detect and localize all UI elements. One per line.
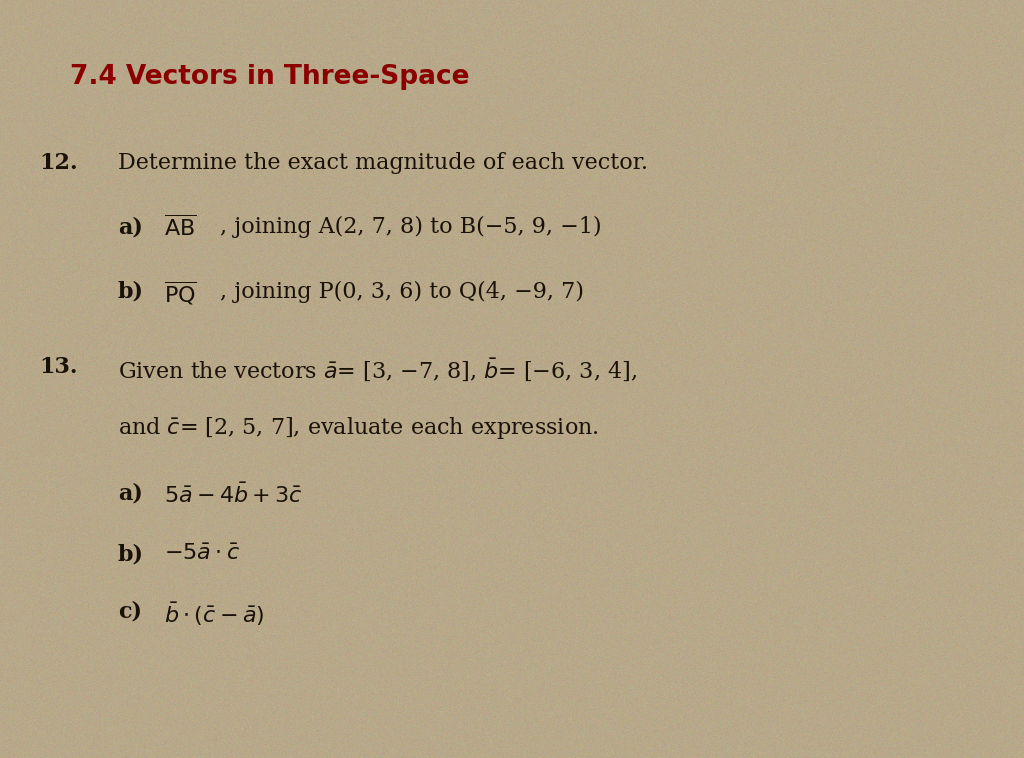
Text: Given the vectors $\bar{a}$= [3, −7, 8], $\bar{b}$= [−6, 3, 4],: Given the vectors $\bar{a}$= [3, −7, 8],… [118, 356, 637, 383]
Text: $\overline{\mathrm{PQ}}$: $\overline{\mathrm{PQ}}$ [164, 280, 197, 308]
Text: 12.: 12. [39, 152, 78, 174]
Text: $-5\bar{a} \cdot \bar{c}$: $-5\bar{a} \cdot \bar{c}$ [164, 543, 240, 564]
Text: b): b) [118, 543, 143, 565]
Text: $\bar{b} \cdot (\bar{c} - \bar{a})$: $\bar{b} \cdot (\bar{c} - \bar{a})$ [164, 600, 264, 628]
Text: 13.: 13. [39, 356, 78, 378]
Text: $5\bar{a} - 4\bar{b} + 3\bar{c}$: $5\bar{a} - 4\bar{b} + 3\bar{c}$ [164, 483, 303, 507]
Text: $\overline{\mathrm{AB}}$: $\overline{\mathrm{AB}}$ [164, 216, 197, 241]
Text: Determine the exact magnitude of each vector.: Determine the exact magnitude of each ve… [118, 152, 648, 174]
Text: 7.4 Vectors in Three-Space: 7.4 Vectors in Three-Space [70, 64, 469, 90]
Text: a): a) [118, 483, 142, 505]
Text: a): a) [118, 216, 142, 238]
Text: b): b) [118, 280, 143, 302]
Text: , joining A(2, 7, 8) to B(−5, 9, −1): , joining A(2, 7, 8) to B(−5, 9, −1) [220, 216, 602, 238]
Text: , joining P(0, 3, 6) to Q(4, −9, 7): , joining P(0, 3, 6) to Q(4, −9, 7) [220, 280, 584, 302]
Text: c): c) [118, 600, 141, 622]
Text: and $\bar{c}$= [2, 5, 7], evaluate each expression.: and $\bar{c}$= [2, 5, 7], evaluate each … [118, 415, 598, 441]
